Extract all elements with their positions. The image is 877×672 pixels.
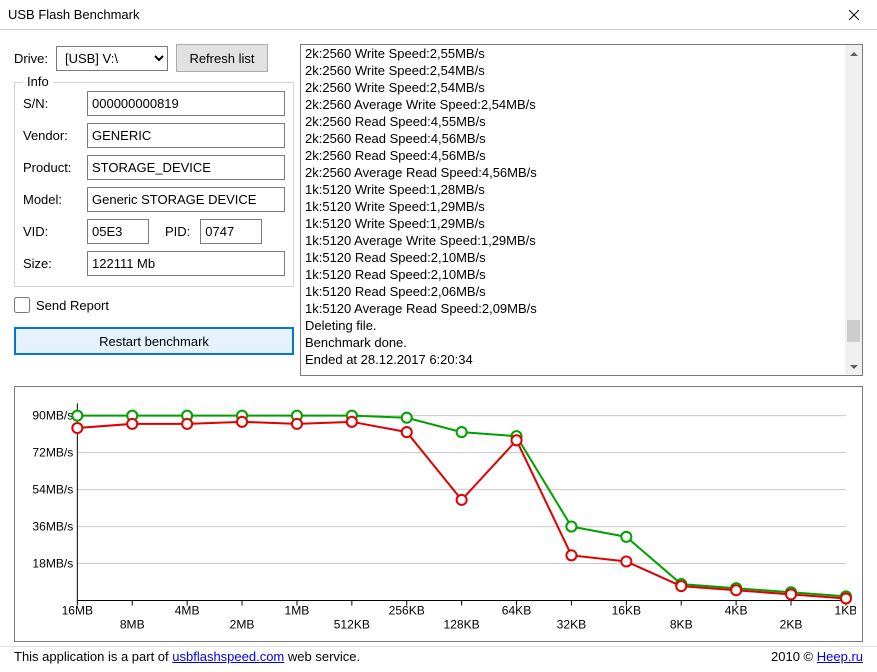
left-panel: Drive: [USB] V:\ Refresh list Info S/N: … [14, 44, 294, 376]
footer-link-1[interactable]: usbflashspeed.com [172, 649, 284, 664]
vendor-label: Vendor: [23, 128, 81, 143]
scroll-down-icon[interactable] [845, 358, 862, 375]
footer: This application is a part of usbflashsp… [0, 646, 877, 670]
size-field[interactable] [87, 251, 285, 276]
drive-label: Drive: [14, 51, 48, 66]
log-line: 2k:2560 Average Write Speed:2,54MB/s [305, 96, 858, 113]
model-label: Model: [23, 192, 81, 207]
footer-link-2[interactable]: Heep.ru [817, 649, 863, 664]
sn-field[interactable] [87, 91, 285, 116]
log-line: Benchmark done. [305, 334, 858, 351]
log-line: 1k:5120 Read Speed:2,10MB/s [305, 249, 858, 266]
restart-button[interactable]: Restart benchmark [14, 327, 294, 355]
svg-text:8KB: 8KB [670, 618, 693, 632]
svg-text:90MB/s: 90MB/s [32, 409, 73, 423]
send-report-row[interactable]: Send Report [14, 297, 294, 313]
svg-text:36MB/s: 36MB/s [32, 520, 73, 534]
svg-text:512KB: 512KB [334, 618, 370, 632]
svg-text:128KB: 128KB [444, 618, 480, 632]
svg-text:64KB: 64KB [502, 604, 532, 618]
send-report-checkbox[interactable] [14, 297, 30, 313]
product-field[interactable] [87, 155, 285, 180]
log-line: 1k:5120 Average Write Speed:1,29MB/s [305, 232, 858, 249]
log-line: Ended at 28.12.2017 6:20:34 [305, 351, 858, 368]
svg-text:2KB: 2KB [780, 618, 803, 632]
scrollbar[interactable] [845, 45, 862, 375]
log-line: 2k:2560 Write Speed:2,54MB/s [305, 62, 858, 79]
svg-text:4KB: 4KB [725, 604, 748, 618]
svg-text:2MB: 2MB [230, 618, 255, 632]
log-panel: 2k:2560 Write Speed:2,55MB/s2k:2560 Writ… [300, 44, 863, 376]
log-line: 1k:5120 Write Speed:1,28MB/s [305, 181, 858, 198]
svg-text:32KB: 32KB [557, 618, 587, 632]
svg-text:16KB: 16KB [612, 604, 642, 618]
scroll-thumb[interactable] [847, 320, 860, 342]
refresh-button[interactable]: Refresh list [176, 44, 268, 72]
log-line: 2k:2560 Write Speed:2,54MB/s [305, 79, 858, 96]
info-fieldset: Info S/N: Vendor: Product: Model: VID: P… [14, 82, 294, 287]
log-line: 1k:5120 Write Speed:1,29MB/s [305, 198, 858, 215]
log-line: 1k:5120 Average Read Speed:2,09MB/s [305, 300, 858, 317]
log-line: 2k:2560 Read Speed:4,55MB/s [305, 113, 858, 130]
log-line: 1k:5120 Read Speed:2,06MB/s [305, 283, 858, 300]
svg-text:16MB: 16MB [62, 604, 94, 618]
svg-text:72MB/s: 72MB/s [32, 446, 73, 460]
window-title: USB Flash Benchmark [8, 7, 140, 22]
speed-chart: 90MB/s 72MB/s 54MB/s 36MB/s 18MB/s 16MB 8MB 4MB… [21, 393, 856, 635]
model-field[interactable] [87, 187, 285, 212]
sn-label: S/N: [23, 96, 81, 111]
svg-text:4MB: 4MB [175, 604, 200, 618]
svg-text:256KB: 256KB [389, 604, 425, 618]
chart-panel: 90MB/s 72MB/s 54MB/s 36MB/s 18MB/s 16MB 8MB 4MB… [14, 386, 863, 642]
titlebar: USB Flash Benchmark [0, 0, 877, 30]
svg-text:1MB: 1MB [285, 604, 310, 618]
log-line: 2k:2560 Write Speed:2,55MB/s [305, 45, 858, 62]
log-text[interactable]: 2k:2560 Write Speed:2,55MB/s2k:2560 Writ… [301, 45, 862, 375]
svg-text:8MB: 8MB [120, 618, 145, 632]
pid-label: PID: [165, 224, 190, 239]
log-line: 1k:5120 Write Speed:1,29MB/s [305, 215, 858, 232]
vid-field[interactable] [87, 219, 149, 244]
send-report-label: Send Report [36, 298, 109, 313]
log-line: 1k:5120 Read Speed:2,10MB/s [305, 266, 858, 283]
vendor-field[interactable] [87, 123, 285, 148]
svg-text:18MB/s: 18MB/s [32, 557, 73, 571]
footer-left: This application is a part of usbflashsp… [14, 649, 360, 664]
info-legend: Info [23, 74, 53, 89]
size-label: Size: [23, 256, 81, 271]
product-label: Product: [23, 160, 81, 175]
vid-label: VID: [23, 224, 81, 239]
svg-text:1KB: 1KB [835, 604, 856, 618]
log-line: Deleting file. [305, 317, 858, 334]
log-line: 2k:2560 Read Speed:4,56MB/s [305, 147, 858, 164]
log-line: 2k:2560 Average Read Speed:4,56MB/s [305, 164, 858, 181]
log-line: 2k:2560 Read Speed:4,56MB/s [305, 130, 858, 147]
svg-text:54MB/s: 54MB/s [32, 483, 73, 497]
close-button[interactable] [831, 0, 877, 30]
scroll-up-icon[interactable] [845, 45, 862, 62]
footer-right: 2010 © Heep.ru [771, 649, 863, 664]
pid-field[interactable] [200, 219, 262, 244]
drive-select[interactable]: [USB] V:\ [56, 46, 168, 71]
